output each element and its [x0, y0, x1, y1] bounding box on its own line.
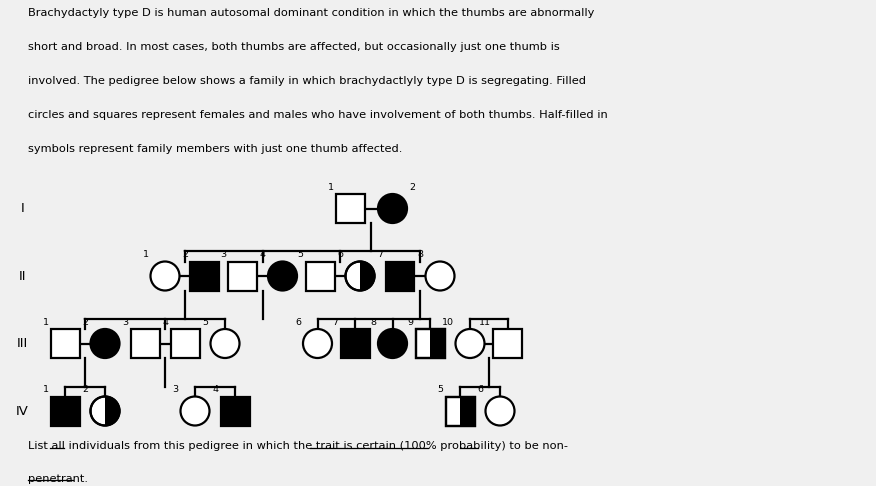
Circle shape — [90, 397, 119, 426]
Circle shape — [151, 261, 180, 291]
Circle shape — [210, 329, 239, 358]
Text: circles and squares represent females and males who have involvement of both thu: circles and squares represent females an… — [27, 110, 607, 121]
Text: 1: 1 — [43, 385, 48, 394]
Bar — [221, 397, 250, 426]
Bar — [51, 397, 80, 426]
Circle shape — [378, 194, 407, 223]
Wedge shape — [360, 261, 375, 291]
Text: penetrant.: penetrant. — [27, 473, 88, 484]
Text: 5: 5 — [437, 385, 443, 394]
Text: 7: 7 — [333, 317, 338, 327]
Text: short and broad. In most cases, both thumbs are affected, but occasionally just : short and broad. In most cases, both thu… — [27, 42, 559, 52]
Bar — [171, 329, 200, 358]
Text: 3: 3 — [220, 250, 226, 259]
Circle shape — [485, 397, 514, 426]
Circle shape — [456, 329, 484, 358]
Bar — [415, 329, 444, 358]
Text: 1: 1 — [143, 250, 149, 259]
Text: 6: 6 — [295, 317, 301, 327]
Text: 7: 7 — [378, 250, 384, 259]
Bar — [341, 329, 370, 358]
Text: 3: 3 — [123, 317, 129, 327]
Bar — [336, 194, 364, 223]
Circle shape — [90, 329, 119, 358]
Text: List all individuals from this pedigree in which the trait is certain (100% prob: List all individuals from this pedigree … — [27, 441, 568, 451]
Bar — [415, 329, 444, 358]
Text: 4: 4 — [260, 250, 266, 259]
Text: 4: 4 — [213, 385, 218, 394]
Text: 8: 8 — [370, 317, 376, 327]
Text: involved. The pedigree below shows a family in which brachydactlyly type D is se: involved. The pedigree below shows a fam… — [27, 76, 585, 87]
Text: 6: 6 — [337, 250, 343, 259]
Text: 10: 10 — [442, 317, 454, 327]
Text: symbols represent family members with just one thumb affected.: symbols represent family members with ju… — [27, 144, 402, 155]
Text: 4: 4 — [163, 317, 168, 327]
Text: 5: 5 — [202, 317, 208, 327]
Text: 1: 1 — [43, 317, 48, 327]
Text: 5: 5 — [298, 250, 303, 259]
Circle shape — [180, 397, 209, 426]
Bar — [131, 329, 159, 358]
Text: 3: 3 — [173, 385, 179, 394]
Bar — [190, 261, 220, 291]
Text: IV: IV — [16, 404, 29, 417]
Bar — [446, 397, 475, 426]
Bar — [306, 261, 335, 291]
Circle shape — [303, 329, 332, 358]
Bar — [446, 397, 475, 426]
Bar — [493, 329, 522, 358]
Text: 2: 2 — [82, 385, 88, 394]
Text: 2: 2 — [409, 183, 415, 191]
Text: Brachydactyly type D is human autosomal dominant condition in which the thumbs a: Brachydactyly type D is human autosomal … — [27, 8, 594, 18]
Wedge shape — [105, 397, 119, 426]
Text: II: II — [18, 270, 26, 282]
Text: 2: 2 — [182, 250, 188, 259]
Text: 11: 11 — [479, 317, 491, 327]
Text: I: I — [21, 202, 25, 215]
Bar — [51, 329, 80, 358]
Circle shape — [378, 329, 407, 358]
Bar — [430, 329, 444, 358]
Text: 6: 6 — [477, 385, 484, 394]
Circle shape — [268, 261, 297, 291]
Bar — [385, 261, 414, 291]
Circle shape — [345, 261, 375, 291]
Circle shape — [426, 261, 455, 291]
Text: 1: 1 — [328, 183, 334, 191]
Text: 8: 8 — [418, 250, 423, 259]
Text: III: III — [17, 337, 28, 350]
Bar — [460, 397, 475, 426]
Text: 9: 9 — [407, 317, 413, 327]
Bar — [228, 261, 257, 291]
Text: 2: 2 — [82, 317, 88, 327]
